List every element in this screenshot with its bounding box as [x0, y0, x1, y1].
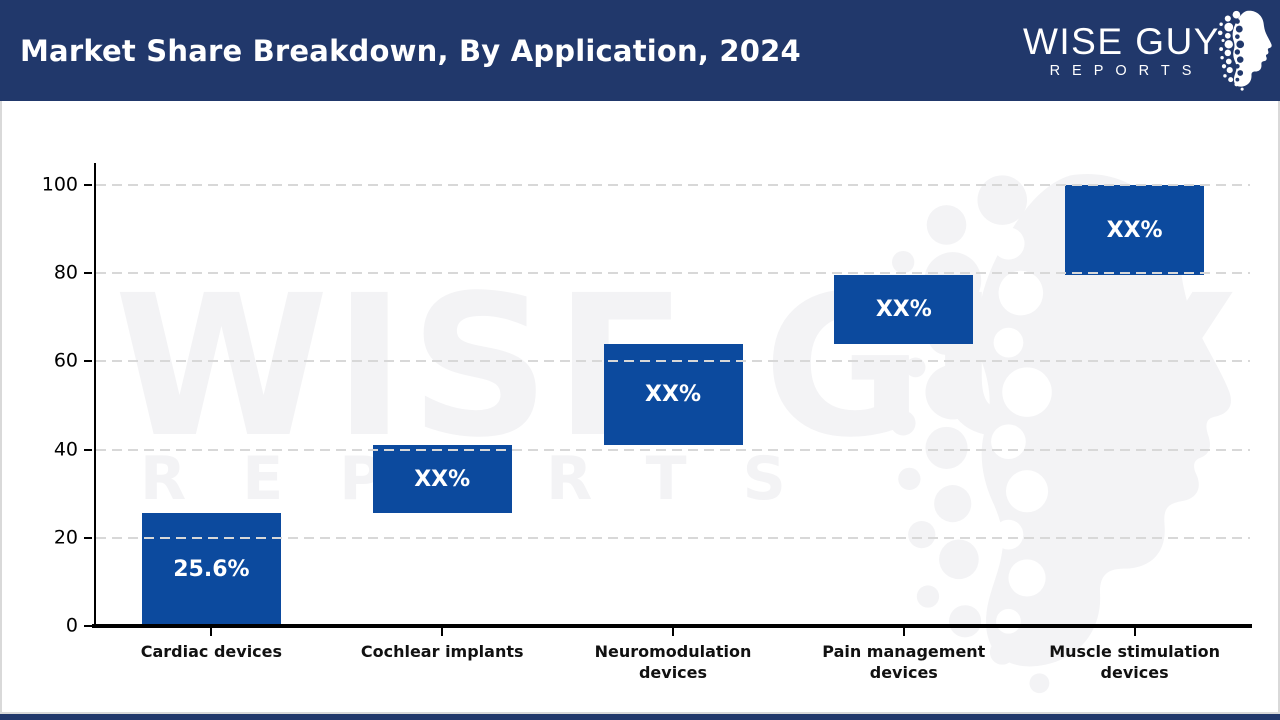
header-bar: Market Share Breakdown, By Application, … [0, 0, 1280, 101]
bar-value-label: 25.6% [173, 557, 250, 583]
bar-pain-management-devices: XX% [834, 275, 974, 344]
gridline-20 [96, 536, 1250, 539]
wiseguy-face-icon [1216, 9, 1274, 93]
x-tick-label-cardiac-devices: Cardiac devices [140, 642, 283, 661]
bar-cochlear-implants: XX% [372, 445, 512, 514]
logo-text: WISE GUY REPORTS [1023, 23, 1220, 79]
y-axis: 0 20 40 60 80 100 [2, 163, 94, 635]
y-tick-mark [84, 448, 92, 451]
logo-subtext: REPORTS [1049, 62, 1204, 79]
bar-cardiac-devices: 25.6% [141, 513, 281, 626]
x-tick-label-neuromodulation-devices: Neuromodulation devices [594, 642, 752, 682]
y-tick-label: 40 [53, 438, 78, 461]
y-tick-mark [84, 360, 92, 363]
plot-area: 25.6% XX% XX% XX% XX% [96, 163, 1250, 626]
x-tick-label-cochlear-implants: Cochlear implants [360, 642, 524, 661]
chart-title: Market Share Breakdown, By Application, … [20, 33, 801, 68]
y-tick-label: 20 [53, 526, 78, 549]
gridline-40 [96, 448, 1250, 451]
bar-neuromodulation-devices: XX% [603, 343, 743, 446]
bar-muscle-stimulation-devices: XX% [1065, 185, 1205, 276]
x-axis-spine [92, 624, 1252, 628]
x-tick-mark [902, 628, 905, 636]
y-tick-mark [84, 536, 92, 539]
logo-wordmark: WISE GUY [1022, 20, 1220, 62]
y-axis-spine [94, 163, 96, 626]
x-tick-label-pain-management-devices: Pain management devices [822, 642, 986, 682]
x-tick-mark [1133, 628, 1136, 636]
x-tick-mark [672, 628, 674, 636]
gridline-60 [96, 360, 1250, 363]
y-tick-label: 100 [41, 173, 78, 196]
y-tick-label: 60 [53, 349, 78, 372]
y-tick-mark [84, 272, 92, 275]
bar-value-label: XX% [645, 382, 701, 408]
y-tick-mark [84, 184, 92, 187]
x-tick-label-muscle-stimulation-devices: Muscle stimulation devices [1049, 642, 1220, 682]
bar-value-label: XX% [875, 297, 932, 323]
x-tick-mark [441, 628, 444, 636]
y-tick-label: 0 [65, 614, 78, 637]
gridline-100 [96, 184, 1250, 187]
bar-value-label: XX% [1106, 217, 1163, 243]
x-axis: Cardiac devices Cochlear implants Neuromod… [96, 628, 1250, 712]
footer-bar [0, 714, 1280, 720]
gridline-80 [96, 272, 1250, 275]
y-tick-mark [84, 625, 92, 627]
x-tick-mark [210, 628, 213, 636]
bar-value-label: XX% [414, 466, 471, 492]
y-tick-label: 80 [53, 261, 78, 284]
wiseguy-logo: WISE GUY REPORTS [1023, 9, 1274, 93]
